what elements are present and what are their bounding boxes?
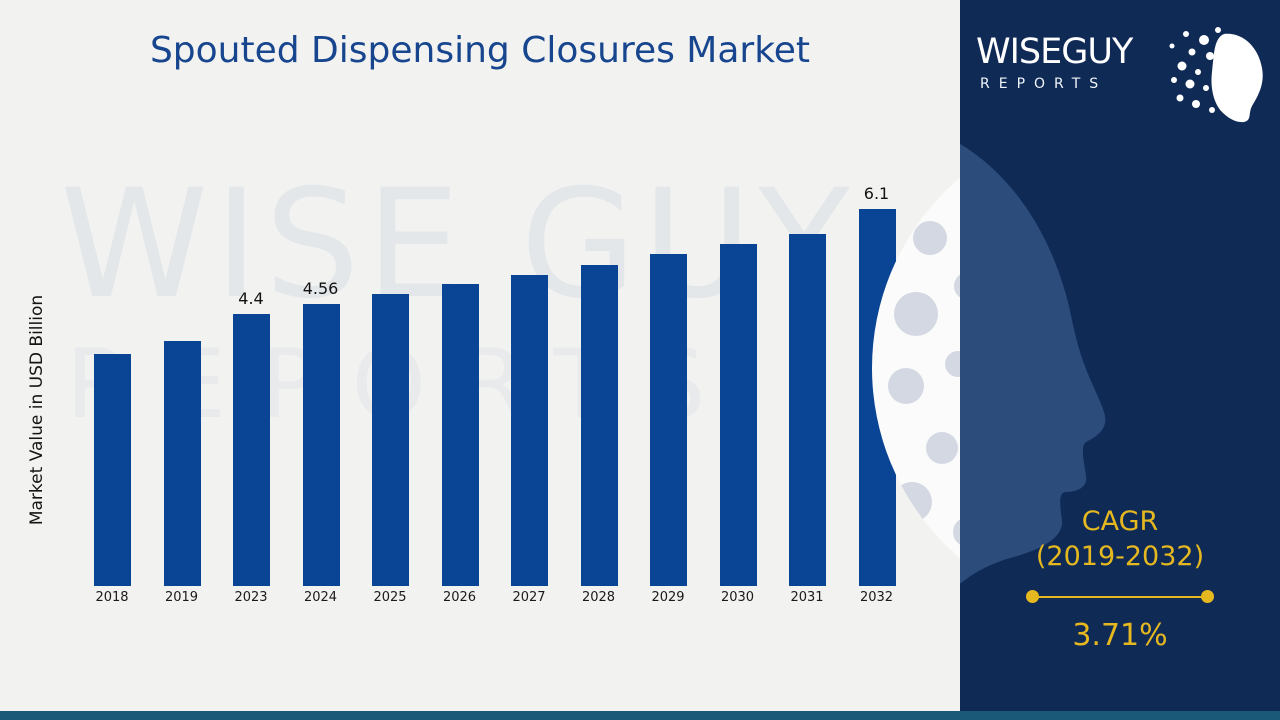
cagr-period: (2019-2032) [1035, 540, 1205, 572]
x-tick-2025: 2025 [373, 590, 407, 605]
plot-area: 4.4 4.56 6.1 [78, 160, 908, 586]
bar-2019[interactable] [163, 341, 201, 586]
chart-title: Spouted Dispensing Closures Market [149, 30, 811, 71]
bottom-accent-strip [0, 711, 1280, 720]
logo-subtext: REPORTS [980, 76, 1108, 92]
x-tick-2018: 2018 [95, 590, 129, 605]
bar-value-label-2024: 4.56 [302, 279, 339, 298]
divider-dot-right [1201, 590, 1214, 604]
bar-slot [431, 160, 489, 586]
bar-2027[interactable] [511, 275, 548, 586]
logo-wordmark: WISEGUY [976, 32, 1133, 72]
x-tick-2030: 2030 [720, 590, 755, 605]
bar-value-label-2023: 4.4 [238, 289, 264, 308]
bar-value-label-2032: 6.1 [863, 184, 890, 203]
divider-line [1032, 596, 1208, 599]
wiseguy-logo: WISEGUY REPORTS [970, 27, 1270, 123]
x-tick-2019: 2019 [164, 590, 199, 605]
x-tick-2029: 2029 [651, 590, 685, 605]
logo-head-icon [1169, 27, 1263, 123]
face-profile-silhouette [960, 143, 1106, 584]
y-axis-label: Market Value in USD Billion [22, 240, 52, 580]
y-axis-label-text: Market Value in USD Billion [27, 294, 48, 526]
x-tick-2028: 2028 [581, 590, 616, 605]
bar-2031[interactable] [789, 234, 826, 586]
bar-2032[interactable] [858, 209, 896, 586]
bar-slot [639, 160, 697, 586]
x-tick-2032: 2032 [859, 590, 894, 605]
bar-2028[interactable] [580, 265, 618, 586]
bar-slot [709, 160, 767, 586]
cagr-value: 3.71% [1072, 618, 1168, 654]
bar-2026[interactable] [441, 284, 479, 586]
x-tick-2023: 2023 [234, 590, 268, 605]
bar-2029[interactable] [650, 254, 687, 586]
bar-slot [83, 160, 141, 586]
bar-2025[interactable] [372, 294, 409, 586]
cagr-divider [1026, 590, 1214, 604]
bar-2024[interactable] [302, 304, 340, 586]
bar-2030[interactable] [719, 244, 757, 586]
bar-slot: 4.56 [292, 160, 350, 586]
x-tick-2027: 2027 [512, 590, 546, 605]
chart-area: WISE GUY REPORTS Spouted Dispensing Clos… [22, 30, 908, 605]
bar-slot: 6.1 [848, 160, 906, 586]
cagr-title: CAGR [1081, 506, 1159, 537]
bar-slot: 4.4 [222, 160, 280, 586]
bar-2018[interactable] [94, 354, 131, 586]
x-tick-2026: 2026 [442, 590, 477, 605]
bar-slot [570, 160, 628, 586]
bar-slot [361, 160, 419, 586]
x-tick-2031: 2031 [790, 590, 824, 605]
x-tick-2024: 2024 [303, 590, 338, 605]
bar-slot [153, 160, 211, 586]
bar-slot [500, 160, 558, 586]
bar-slot [778, 160, 836, 586]
branding-panel: WISEGUY REPORTS CAGR (2019-2032) [960, 0, 1280, 720]
bar-2023[interactable] [233, 314, 270, 586]
cagr-block: CAGR (2019-2032) 3.71% [960, 505, 1280, 653]
